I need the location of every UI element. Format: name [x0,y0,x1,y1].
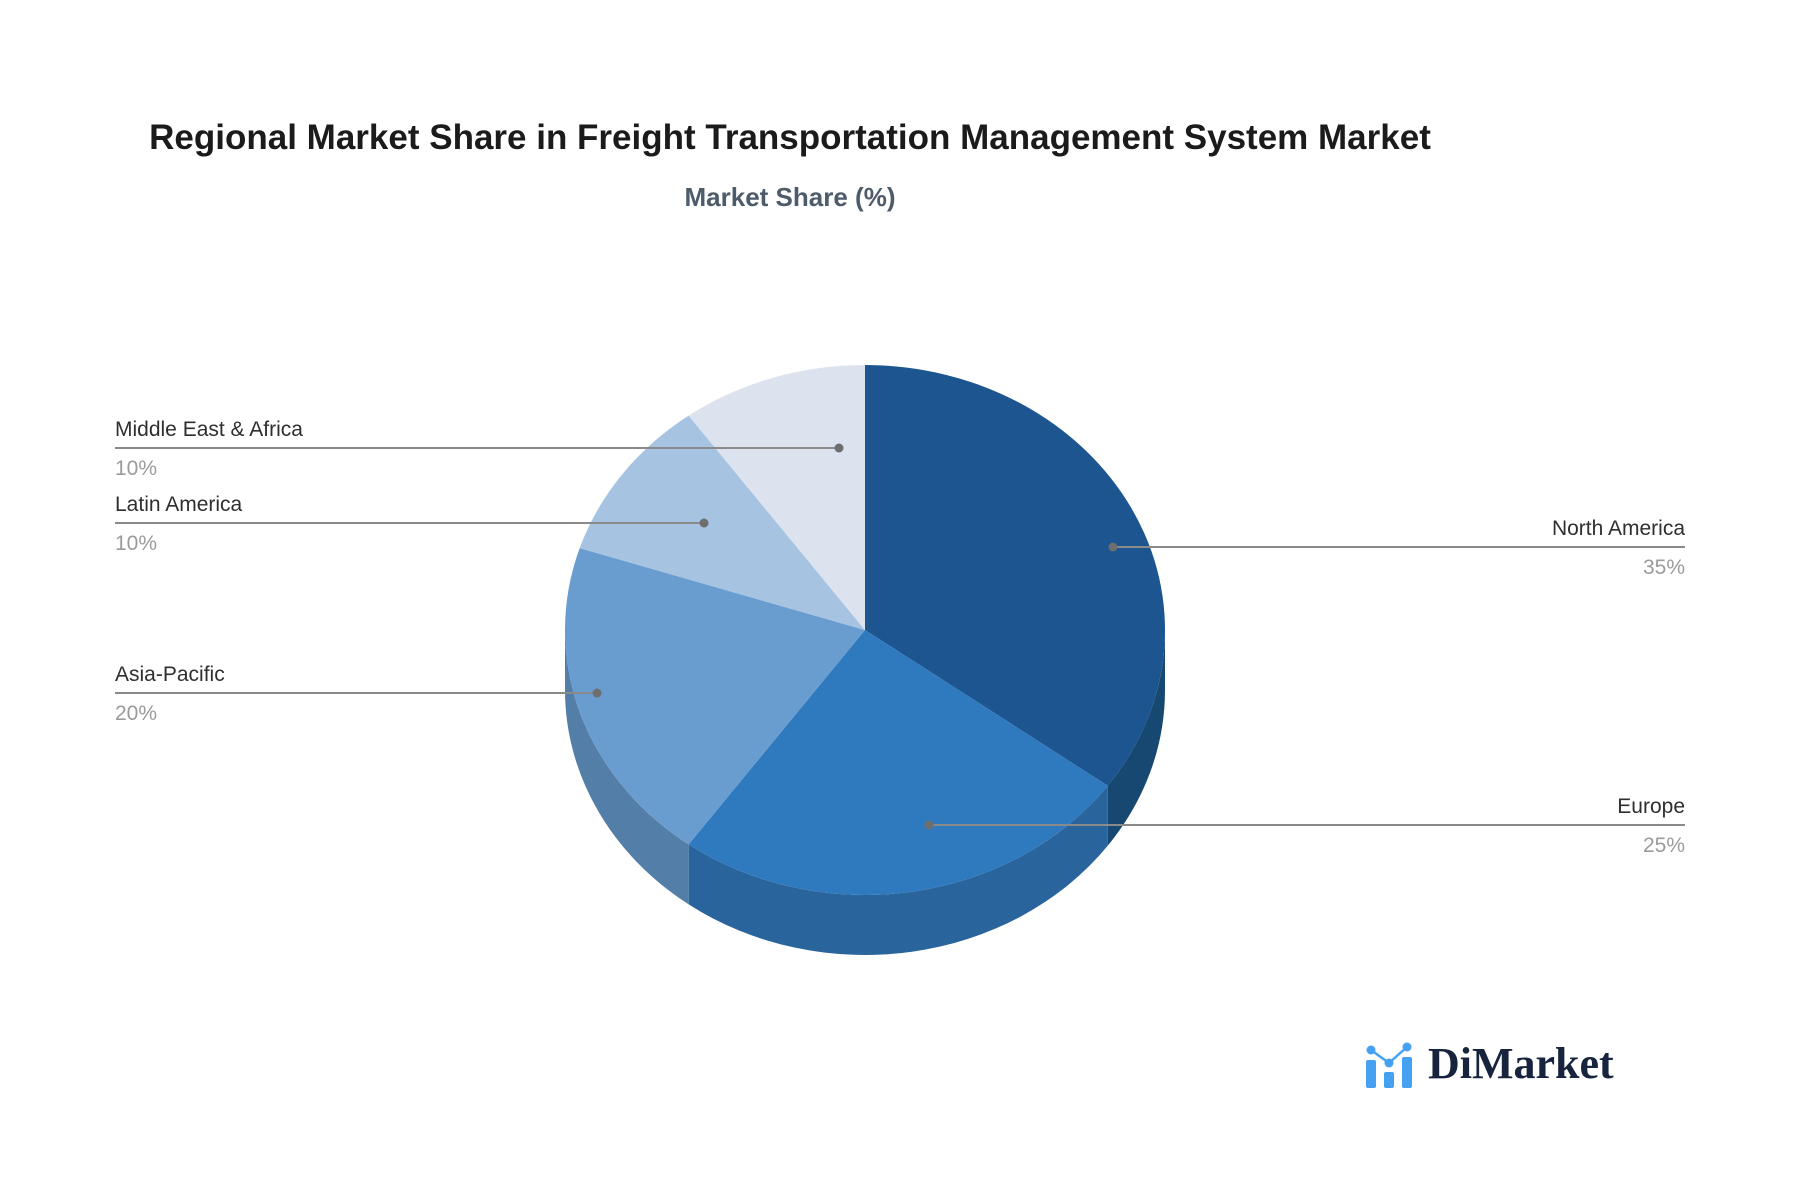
pie-slice-asia-pacific[interactable] [565,548,865,845]
leader-dot-latin-america [699,518,709,528]
pie-slice-side-europe [688,785,1108,956]
leader-dot-north-america [1108,542,1118,552]
slice-percent-middle-east-africa: 10% [115,457,158,480]
pie-slice-side-north-america [1107,630,1165,846]
slice-label-europe: Europe [1617,795,1685,818]
slice-label-asia-pacific: Asia-Pacific [115,663,225,686]
label-middle-east-africa: Middle East & Africa 10% [115,417,303,481]
slice-percent-north-america: 35% [1642,556,1685,579]
dimarket-logo-text: DiMarket [1428,1039,1614,1088]
label-europe: Europe 25% [1617,794,1685,858]
pie-slice-middle-east-africa[interactable] [688,365,865,630]
label-latin-america: Latin America 10% [115,492,242,556]
pie-slice-europe[interactable] [688,630,1108,895]
pie-slice-side-asia-pacific [565,630,689,905]
dimarket-logo: DiMarket [1362,1040,1614,1088]
slice-label-north-america: North America [1551,517,1685,540]
chart-subtitle: Market Share (%) [684,182,896,212]
dimarket-logo-icon [1366,1042,1412,1088]
label-asia-pacific: Asia-Pacific 20% [115,662,225,726]
leader-dot-asia-pacific [592,688,602,698]
pie-slice-north-america[interactable] [865,365,1165,786]
leader-dot-europe [924,820,934,830]
label-north-america: North America 35% [1552,516,1685,580]
slice-label-latin-america: Latin America [115,493,243,516]
chart-title: Regional Market Share in Freight Transpo… [149,118,1431,157]
leader-dot-middle-east-africa [834,443,844,453]
slice-percent-asia-pacific: 20% [115,702,158,725]
slice-label-middle-east-africa: Middle East & Africa [115,418,303,441]
pie-slice-latin-america[interactable] [579,415,865,630]
slice-percent-latin-america: 10% [115,532,158,555]
slice-percent-europe: 25% [1642,834,1685,857]
